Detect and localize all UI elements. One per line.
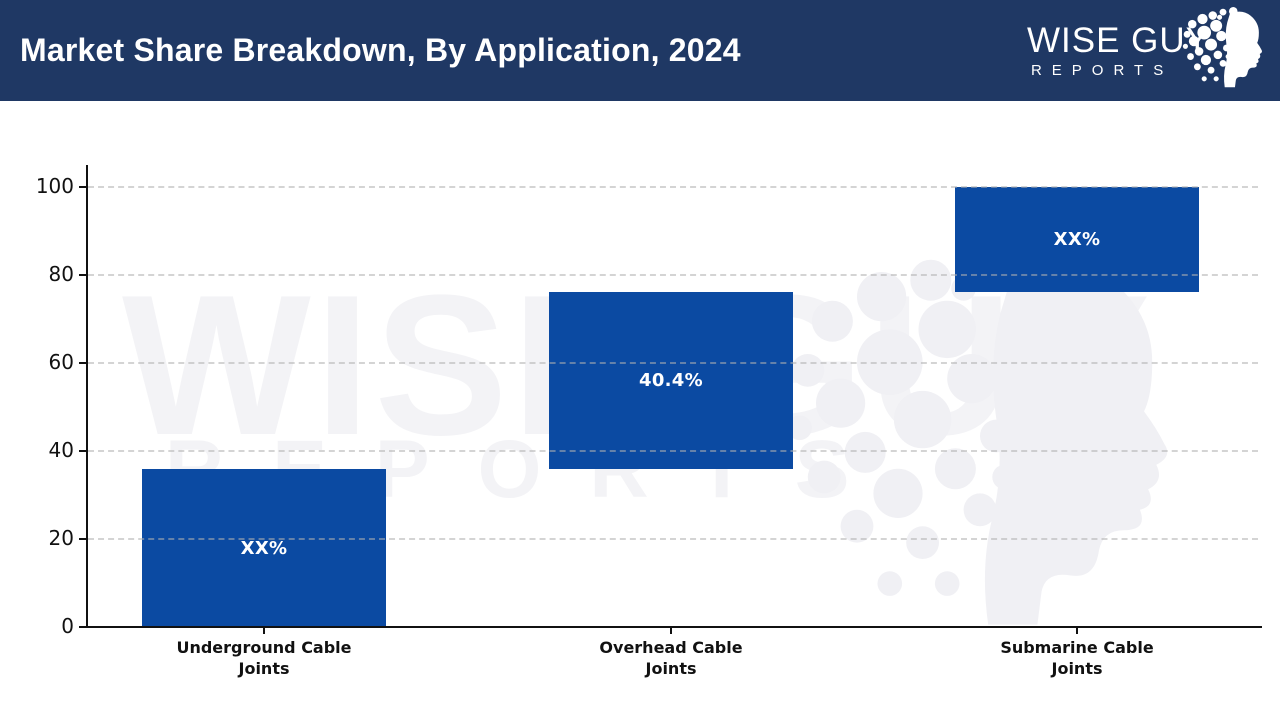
y-tick-mark [79, 538, 86, 540]
category-label: Underground Cable Joints [176, 638, 352, 678]
gridline [88, 538, 1258, 540]
gridline [88, 450, 1258, 452]
category-label: Submarine Cable Joints [1000, 638, 1154, 678]
y-tick-label: 100 [35, 174, 74, 198]
gridline [88, 186, 1258, 188]
y-tick-mark [79, 626, 86, 628]
y-tick-label: 60 [48, 350, 74, 374]
page-title: Market Share Breakdown, By Application, … [20, 32, 741, 68]
y-tick-mark [79, 450, 86, 452]
x-tick-mark [670, 628, 672, 634]
x-tick-mark [263, 628, 265, 634]
bar-value-label: 40.4% [639, 370, 703, 392]
y-tick-mark [79, 186, 86, 188]
wiseguy-face-icon [1180, 7, 1266, 89]
bar-value-label: XX% [1053, 228, 1101, 250]
y-tick-label: 80 [48, 262, 74, 286]
y-tick-label: 0 [61, 614, 74, 638]
logo-wordmark: WISE GUY [1026, 21, 1210, 61]
y-tick-label: 20 [48, 526, 74, 550]
gridline [88, 274, 1258, 276]
bar: 40.4% [549, 291, 793, 470]
bar-value-label: XX% [240, 537, 288, 559]
y-tick-mark [79, 362, 86, 364]
x-axis-line [84, 626, 1262, 628]
y-axis-line [86, 165, 88, 628]
gridline [88, 362, 1258, 364]
chart-area: WISE GUY REPORTS 0 20 40 60 80 100 XX% Undergro… [0, 101, 1280, 720]
header: Market Share Breakdown, By Application, … [0, 0, 1280, 101]
wiseguy-logo: WISE GUY REPORTS [1027, 6, 1266, 96]
y-tick-label: 40 [48, 438, 74, 462]
category-label: Overhead Cable Joints [599, 638, 743, 678]
bar: XX% [142, 469, 386, 627]
y-tick-mark [79, 274, 86, 276]
bar: XX% [955, 187, 1199, 292]
logo-subtitle: REPORTS [1030, 61, 1174, 79]
x-tick-mark [1076, 628, 1078, 634]
wiseguy-logo-text: WISE GUY REPORTS [1026, 21, 1210, 79]
